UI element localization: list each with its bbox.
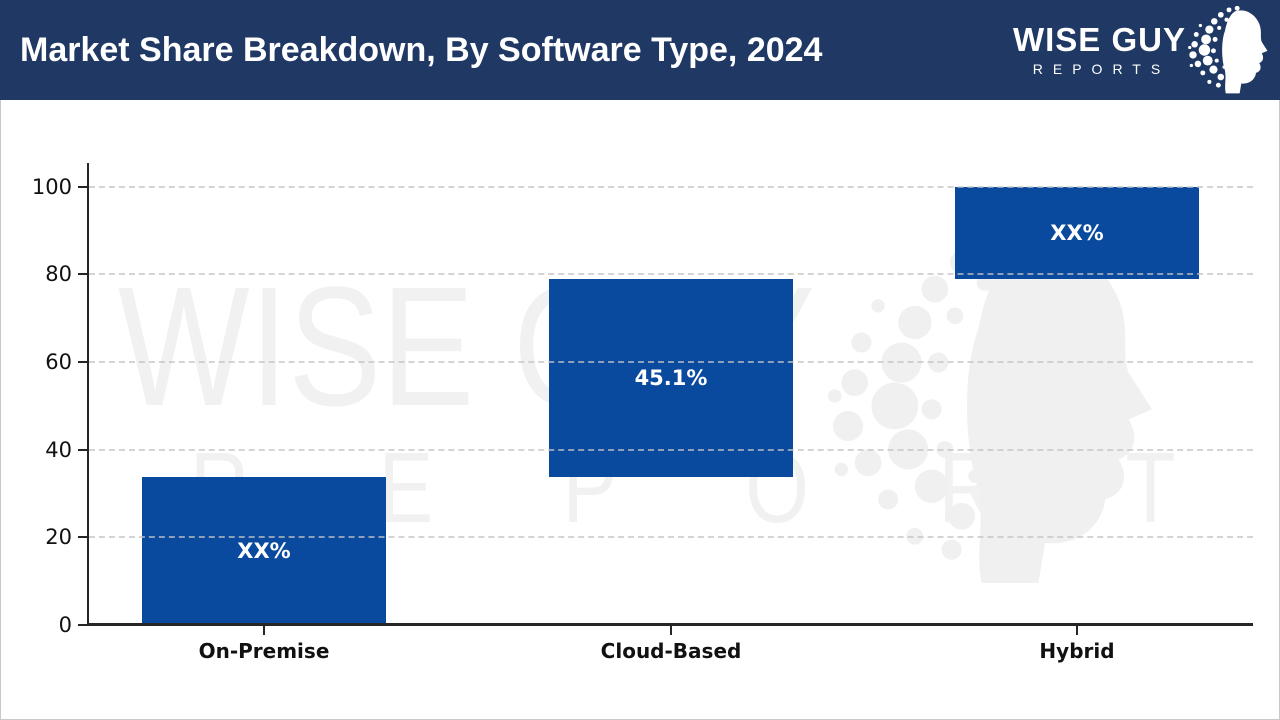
- y-axis-line: [87, 163, 89, 625]
- x-tick-label-cloud-based: Cloud-Based: [600, 639, 742, 663]
- y-tick-mark-20: [78, 536, 87, 539]
- gridline-80: [89, 273, 1253, 276]
- bar-on-premise: XX%: [142, 476, 386, 625]
- head-profile-dots-icon: [1188, 5, 1268, 94]
- page-title: Market Share Breakdown, By Software Type…: [20, 30, 823, 69]
- y-tick-label-100: 100: [31, 174, 72, 199]
- x-axis-line: [87, 623, 1253, 626]
- gridline-20: [89, 536, 1253, 539]
- y-tick-mark-40: [78, 448, 87, 451]
- brand-subname: REPORTS: [1032, 60, 1171, 77]
- x-tick-mark-2: [1076, 626, 1078, 635]
- y-tick-mark-80: [78, 273, 87, 276]
- y-tick-label-60: 60: [45, 349, 72, 374]
- y-tick-mark-100: [78, 185, 87, 188]
- y-tick-label-40: 40: [45, 437, 72, 462]
- x-tick-mark-1: [670, 626, 672, 635]
- bar-value-label: XX%: [1050, 220, 1104, 245]
- y-tick-label-0: 0: [58, 613, 72, 637]
- x-tick-label-hybrid: Hybrid: [1039, 639, 1115, 663]
- y-tick-label-20: 20: [45, 525, 72, 550]
- x-tick-mark-0: [263, 626, 265, 635]
- y-tick-label-80: 80: [45, 262, 72, 287]
- bar-hybrid: XX%: [955, 186, 1199, 280]
- y-tick-mark-0: [78, 624, 87, 626]
- gridline-100: [89, 185, 1253, 188]
- brand-name: WISE GUY: [1012, 21, 1186, 59]
- brand-logo-text: WISE GUY REPORTS: [1013, 23, 1186, 77]
- gridline-40: [89, 448, 1253, 451]
- header-band: Market Share Breakdown, By Software Type…: [0, 0, 1280, 100]
- brand-logo: WISE GUY REPORTS: [1013, 4, 1270, 96]
- bar-cloud-based: 45.1%: [549, 279, 793, 477]
- gridline-60: [89, 360, 1253, 363]
- y-tick-mark-60: [78, 360, 87, 363]
- bar-value-label: XX%: [237, 538, 291, 563]
- bar-value-label: 45.1%: [634, 365, 708, 390]
- x-tick-label-on-premise: On-Premise: [198, 639, 330, 663]
